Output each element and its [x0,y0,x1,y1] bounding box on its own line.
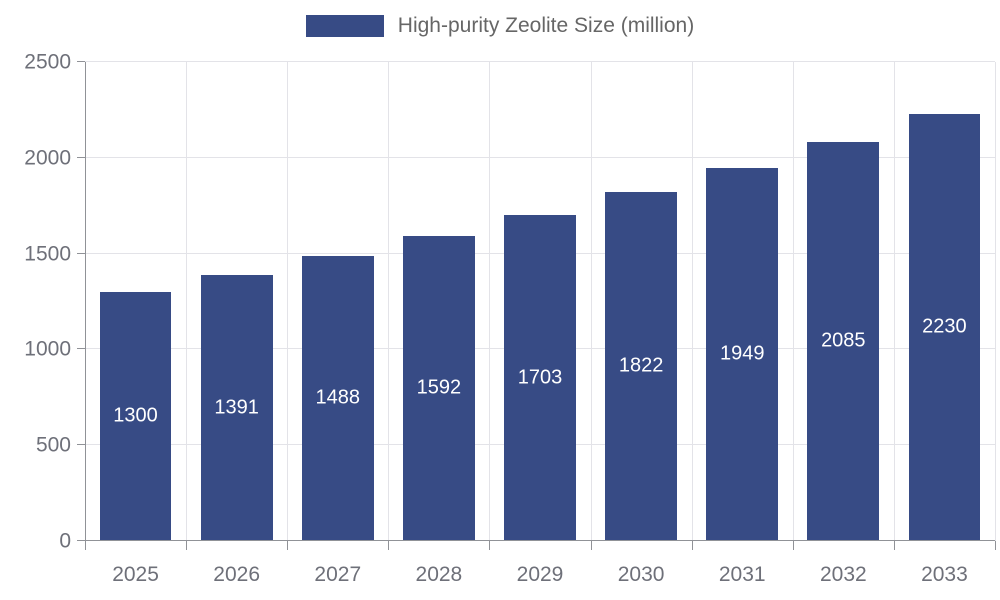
x-axis-label: 2027 [314,563,362,586]
y-axis-tick [77,348,85,350]
gridline-vertical [590,62,592,541]
plot-area: 0 500 1000 1500 2000 2500 2025 2026 2027… [24,52,996,585]
legend-swatch-icon [305,15,384,37]
gridline-vertical [691,62,693,541]
bar-value-label: 1488 [315,386,361,409]
bar-slot: 1822 [591,62,692,541]
bar-2025[interactable]: 1300 [99,291,172,541]
y-axis-tick [77,61,85,62]
legend-label: High-purity Zeolite Size (million) [397,14,695,37]
bar-slot: 1949 [692,62,793,541]
bar-2030[interactable]: 1822 [605,191,677,541]
y-axis-tick [77,540,85,541]
x-axis-line [84,540,995,541]
bar-slot: 1300 [85,62,186,541]
bar-2029[interactable]: 1703 [504,214,576,541]
x-axis-label: 2032 [819,563,867,586]
x-axis-label: 2028 [415,563,463,586]
x-axis-label: 2025 [112,563,159,586]
y-axis-label: 0 [59,529,71,553]
x-axis-tick [287,541,289,550]
gridline-vertical [995,62,996,541]
bar-value-label: 1949 [719,342,765,365]
gridline-vertical [186,62,188,541]
gridline-vertical [287,62,289,541]
bar-value-label: 1300 [113,404,158,427]
gridline-vertical [388,62,390,541]
x-axis-label: 2026 [213,563,261,586]
x-axis-tick [893,541,895,550]
y-axis-label: 1500 [24,242,71,266]
x-axis-tick [995,541,996,550]
bar-2026[interactable]: 1391 [200,274,273,541]
x-axis-label: 2033 [921,563,968,586]
bar-slot: 2230 [894,62,995,541]
bar-2027[interactable]: 1488 [301,255,374,541]
bar-2028[interactable]: 1592 [402,235,475,541]
bar-2033[interactable]: 2230 [908,113,981,541]
bar-slot: 1703 [489,62,590,541]
y-axis-tick [77,252,85,254]
x-axis-tick [388,541,390,550]
y-axis-label: 2500 [24,50,71,74]
x-axis-tick [590,541,592,550]
x-axis-tick [691,541,693,550]
bar-slot: 2085 [793,62,894,541]
bar-value-label: 1592 [416,376,462,399]
bar-2031[interactable]: 1949 [706,167,779,541]
gridline-vertical [792,62,794,541]
legend-item[interactable]: High-purity Zeolite Size (million) [0,14,1000,38]
bar-value-label: 1822 [618,354,664,377]
gridline-horizontal [85,61,995,62]
bar-slot: 1488 [287,62,388,541]
x-axis-tick [186,541,188,550]
bar-series: 1300 1391 1488 1592 1703 1822 1949 2085 … [85,62,995,541]
gridline-vertical [893,62,895,541]
gridline-vertical [489,62,491,541]
y-axis-label: 2000 [24,146,71,170]
y-axis-line [85,62,86,549]
bar-value-label: 1391 [214,396,259,419]
x-axis-tick [489,541,491,550]
y-axis-label: 1000 [24,337,71,361]
y-axis-tick [77,444,85,446]
y-axis-label: 500 [35,433,71,457]
x-axis-label: 2031 [718,563,766,586]
x-axis-tick [792,541,794,550]
bar-2032[interactable]: 2085 [807,141,880,541]
gridline-horizontal [85,156,995,158]
bar-value-label: 2230 [922,315,967,338]
y-axis-tick [77,156,85,158]
x-axis-label: 2029 [516,563,564,586]
bar-slot: 1391 [186,62,287,541]
bar-value-label: 1703 [517,366,563,389]
bar-value-label: 2085 [821,329,866,352]
x-axis-label: 2030 [617,563,665,586]
bar-slot: 1592 [388,62,489,541]
